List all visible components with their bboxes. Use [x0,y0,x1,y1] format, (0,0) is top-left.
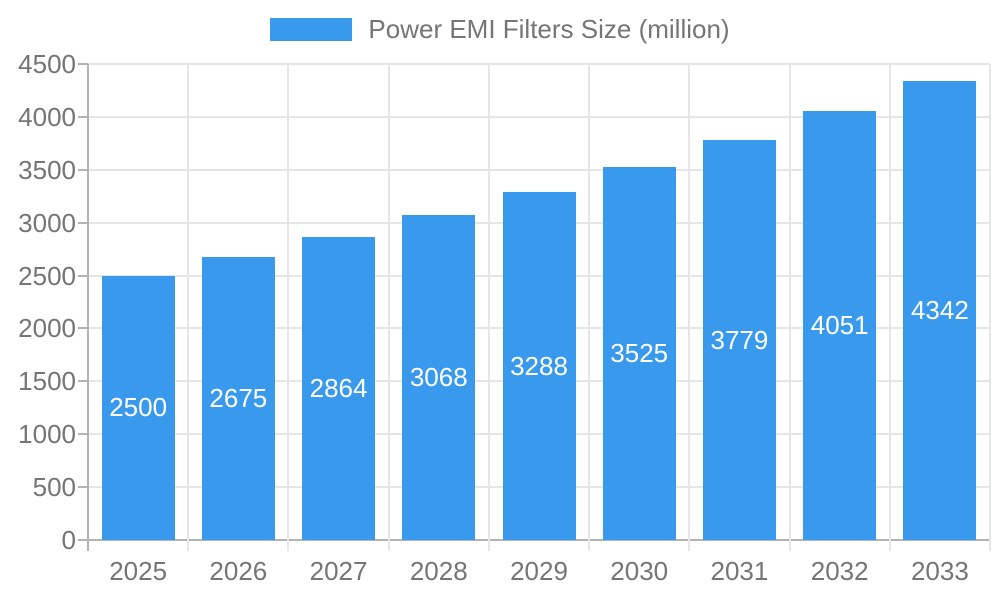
bar-2033[interactable]: 4342 [903,80,977,540]
x-axis-tick [588,540,591,551]
x-axis-tick [888,540,891,551]
gridline-vertical [187,64,190,540]
x-axis-tick-label: 2033 [910,556,969,586]
y-axis-tick-label: 4500 [18,49,76,79]
x-axis-tick-label: 2027 [309,556,368,586]
y-axis-tick-label: 3500 [18,154,76,185]
bar-2028[interactable]: 3068 [402,215,476,540]
x-axis-tick-label: 2029 [510,556,568,586]
y-axis-tick-label: 0 [61,525,76,555]
y-axis-tick-label: 1500 [18,366,76,397]
x-axis-tick-label: 2031 [710,556,769,586]
legend-label: Power EMI Filters Size (million) [368,14,730,44]
y-axis-tick-label: 2000 [18,313,76,344]
x-axis-tick-label: 2028 [409,556,468,586]
y-axis-tick [78,221,88,224]
gridline-vertical [688,64,691,540]
bar-2030[interactable]: 3525 [602,167,676,540]
x-axis-tick [788,540,791,551]
y-axis-tick-label: 500 [32,472,76,503]
y-axis-tick-label: 4000 [18,101,76,132]
bar-2032[interactable]: 4051 [803,111,877,540]
bar-value-label: 3525 [610,338,669,369]
y-axis-tick [78,380,88,383]
bar-2029[interactable]: 3288 [502,192,576,540]
gridline-vertical [387,64,390,540]
gridline-vertical [888,64,891,540]
bar-value-label: 2675 [209,383,268,413]
bar-value-label: 3068 [409,362,468,393]
bar-value-label: 3779 [710,324,769,355]
x-axis-tick-label: 2025 [109,556,168,586]
legend[interactable]: Power EMI Filters Size (million) [0,14,1000,45]
x-axis-tick [287,540,290,551]
x-axis-tick [487,540,490,551]
gridline-vertical [588,64,591,540]
gridline-horizontal [88,168,990,171]
gridline-vertical [989,64,991,540]
gridline-vertical [788,64,791,540]
gridline-vertical [487,64,490,540]
gridline-horizontal [88,63,990,65]
y-axis-tick [78,168,88,171]
y-axis-tick-label: 3000 [18,207,76,238]
bar-value-label: 2500 [109,392,168,423]
gridline-horizontal [88,539,990,541]
gridline-horizontal [88,115,990,118]
y-axis-tick [78,274,88,277]
y-axis-tick [78,486,88,489]
bar-2026[interactable]: 2675 [201,257,275,540]
y-axis-tick [78,63,88,65]
bar-2031[interactable]: 3779 [702,140,776,540]
x-axis-tick-label: 2030 [610,556,669,586]
x-axis-tick [688,540,691,551]
y-axis-tick-label: 2500 [18,260,76,291]
y-axis-line [87,64,89,551]
y-axis-tick [78,115,88,118]
gridline-vertical [287,64,290,540]
bar-value-label: 4051 [810,310,869,341]
bar-2027[interactable]: 2864 [302,237,376,540]
y-axis-tick-label: 1000 [18,419,76,450]
x-axis-tick-label: 2026 [209,556,268,586]
bar-value-label: 2864 [309,373,368,404]
bar-2025[interactable]: 2500 [101,275,175,540]
y-axis-tick [78,539,88,541]
x-axis-tick [187,540,190,551]
y-axis-tick [78,433,88,436]
x-axis-tick [387,540,390,551]
bar-value-label: 4342 [910,294,969,325]
bar-value-label: 3288 [510,350,568,381]
y-axis-tick [78,327,88,330]
x-axis-tick-label: 2032 [810,556,869,586]
x-axis-tick [989,540,991,551]
legend-swatch [270,18,353,41]
